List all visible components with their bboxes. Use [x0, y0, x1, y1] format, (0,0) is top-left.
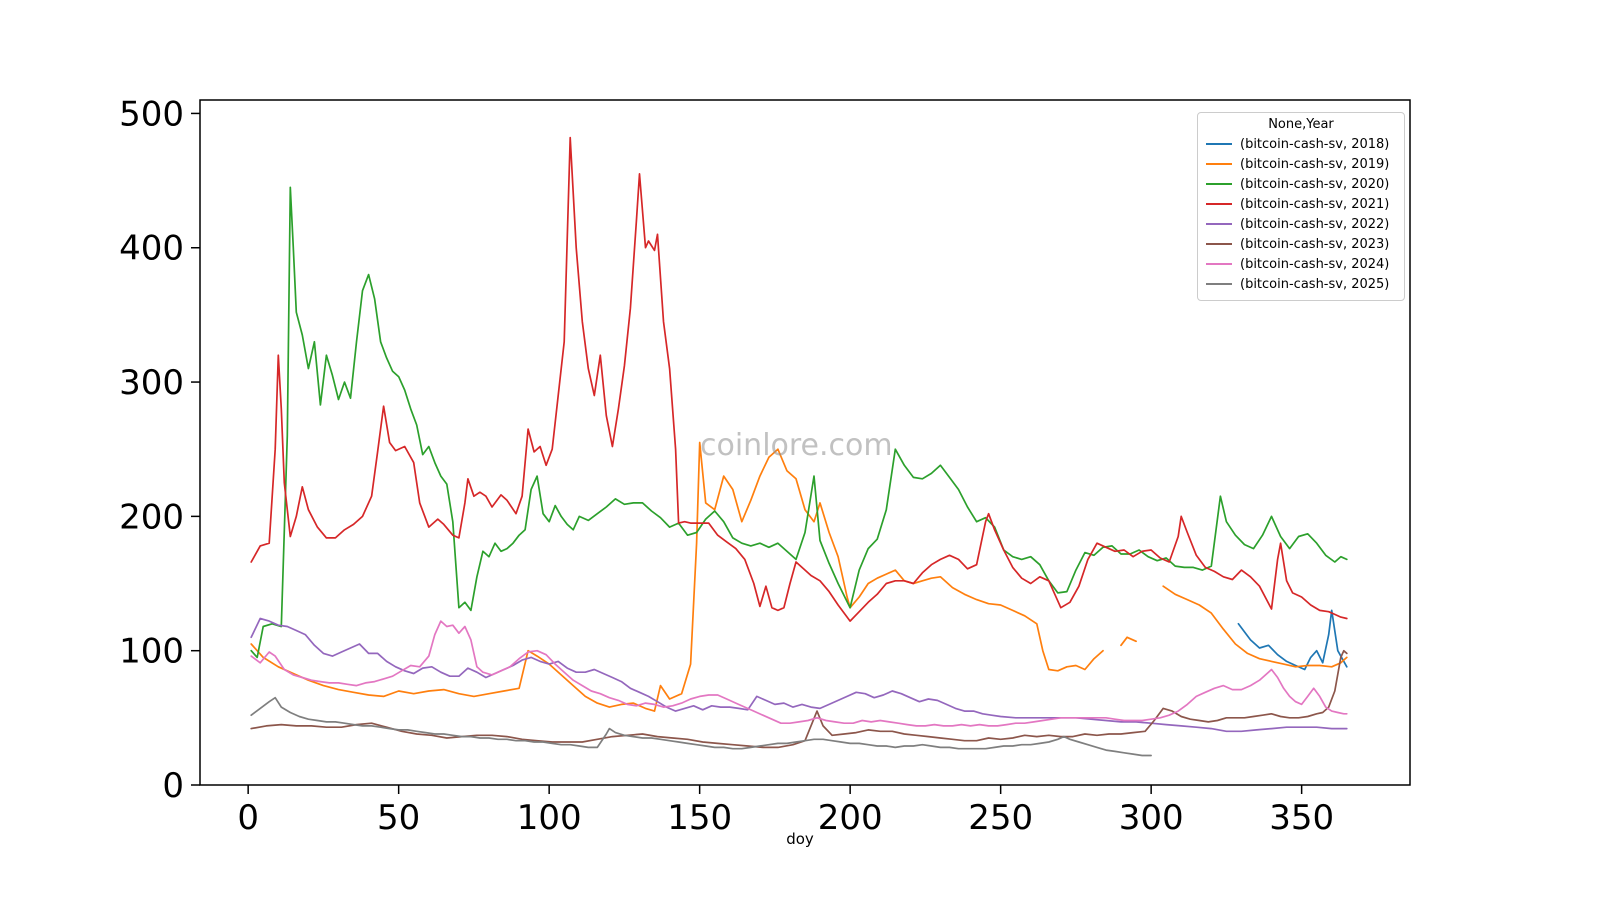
legend-entries: (bitcoin-cash-sv, 2018) (bitcoin-cash-sv,…	[1206, 134, 1396, 294]
legend-entry-2018: (bitcoin-cash-sv, 2018)	[1206, 134, 1396, 154]
y-tick-label: 400	[119, 229, 184, 269]
x-tick-label: 350	[1269, 798, 1334, 838]
legend-entry-label: (bitcoin-cash-sv, 2024)	[1240, 256, 1390, 272]
series-line-2025	[250, 696, 1152, 757]
legend: None,Year (bitcoin-cash-sv, 2018) (bitcoi…	[1197, 112, 1405, 301]
y-tick-label: 500	[119, 94, 184, 134]
legend-entry-label: (bitcoin-cash-sv, 2022)	[1240, 216, 1390, 232]
legend-line-swatch	[1206, 243, 1232, 245]
series-line-2020	[250, 186, 1348, 659]
series-line-2024	[250, 620, 1348, 727]
legend-line-swatch	[1206, 183, 1232, 185]
legend-entry-label: (bitcoin-cash-sv, 2019)	[1240, 156, 1390, 172]
series-line-2018	[1237, 609, 1348, 671]
y-tick-label: 100	[119, 632, 184, 672]
x-tick-label: 250	[968, 798, 1033, 838]
legend-entry-label: (bitcoin-cash-sv, 2023)	[1240, 236, 1390, 252]
legend-entry-2024: (bitcoin-cash-sv, 2024)	[1206, 254, 1396, 274]
legend-entry-2022: (bitcoin-cash-sv, 2022)	[1206, 214, 1396, 234]
series-line-2023	[250, 649, 1348, 749]
plot-frame	[199, 99, 1411, 786]
legend-entry-label: (bitcoin-cash-sv, 2020)	[1240, 176, 1390, 192]
legend-entry-label: (bitcoin-cash-sv, 2018)	[1240, 136, 1390, 152]
series-line-2019	[250, 441, 1348, 712]
series-line-2022	[250, 617, 1348, 733]
x-tick-label: 150	[667, 798, 732, 838]
y-tick-label: 300	[119, 363, 184, 403]
legend-entry-2023: (bitcoin-cash-sv, 2023)	[1206, 234, 1396, 254]
legend-line-swatch	[1206, 223, 1232, 225]
legend-entry-2025: (bitcoin-cash-sv, 2025)	[1206, 274, 1396, 294]
x-tick-label: 50	[377, 798, 420, 838]
legend-line-swatch	[1206, 283, 1232, 285]
legend-line-swatch	[1206, 203, 1232, 205]
legend-line-swatch	[1206, 263, 1232, 265]
x-tick-label: 100	[517, 798, 582, 838]
legend-line-swatch	[1206, 143, 1232, 145]
series-line-2021	[250, 136, 1348, 622]
x-axis-label: doy	[786, 830, 814, 848]
x-tick-label: 0	[237, 798, 259, 838]
legend-entry-label: (bitcoin-cash-sv, 2025)	[1240, 276, 1390, 292]
legend-title: None,Year	[1268, 117, 1334, 132]
legend-entry-label: (bitcoin-cash-sv, 2021)	[1240, 196, 1390, 212]
x-tick-label: 300	[1119, 798, 1184, 838]
legend-line-swatch	[1206, 163, 1232, 165]
legend-entry-2020: (bitcoin-cash-sv, 2020)	[1206, 174, 1396, 194]
legend-entry-2021: (bitcoin-cash-sv, 2021)	[1206, 194, 1396, 214]
legend-entry-2019: (bitcoin-cash-sv, 2019)	[1206, 154, 1396, 174]
x-tick-label: 200	[818, 798, 883, 838]
watermark: coinlore.com	[700, 428, 893, 463]
y-tick-label: 0	[162, 766, 184, 806]
y-tick-label: 200	[119, 497, 184, 537]
